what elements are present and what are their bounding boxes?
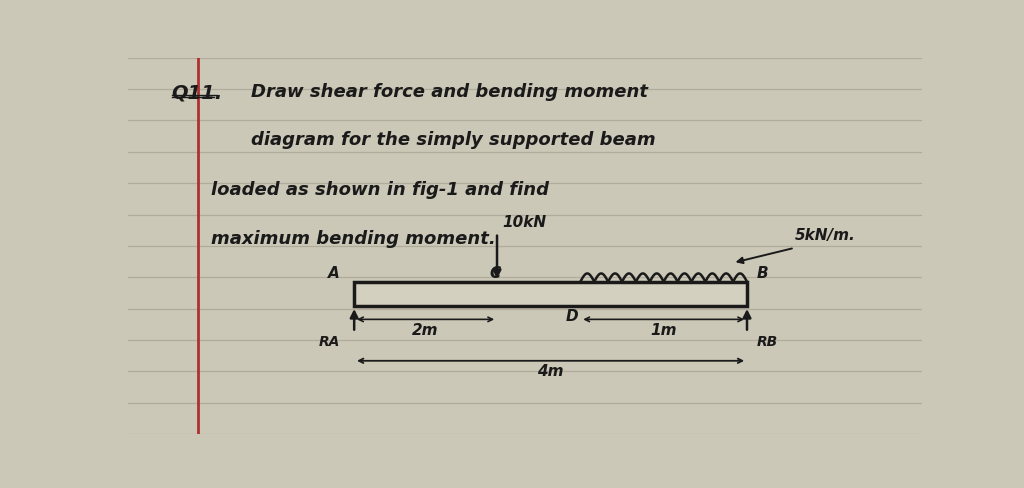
Text: B: B xyxy=(757,265,768,280)
Text: Q11.: Q11. xyxy=(172,83,223,102)
Text: 4m: 4m xyxy=(538,363,564,378)
Text: 1m: 1m xyxy=(650,322,677,337)
Text: 2m: 2m xyxy=(413,322,439,337)
Text: diagram for the simply supported beam: diagram for the simply supported beam xyxy=(251,131,655,149)
Text: 5kN/m.: 5kN/m. xyxy=(795,228,855,243)
Text: RB: RB xyxy=(757,335,778,349)
Text: D: D xyxy=(566,308,579,324)
FancyBboxPatch shape xyxy=(354,282,748,306)
Text: loaded as shown in fig-1 and find: loaded as shown in fig-1 and find xyxy=(211,181,549,199)
Text: RA: RA xyxy=(318,335,340,349)
Text: A: A xyxy=(328,265,340,280)
Text: maximum bending moment.: maximum bending moment. xyxy=(211,229,496,247)
Text: 10kN: 10kN xyxy=(503,215,547,229)
Text: Draw shear force and bending moment: Draw shear force and bending moment xyxy=(251,83,648,101)
Text: C: C xyxy=(489,265,501,281)
